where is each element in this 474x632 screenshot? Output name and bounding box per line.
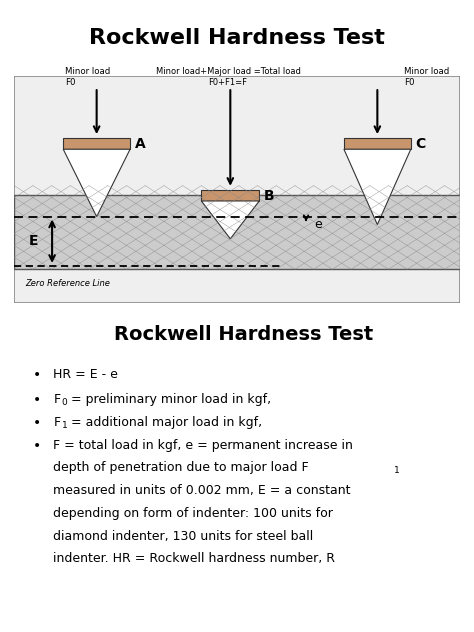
Text: •: • bbox=[33, 368, 41, 382]
Bar bbox=[201, 190, 259, 201]
Bar bbox=[344, 138, 411, 149]
Polygon shape bbox=[201, 201, 259, 239]
Text: depth of penetration due to major load F: depth of penetration due to major load F bbox=[53, 461, 309, 475]
Text: indenter. HR = Rockwell hardness number, R: indenter. HR = Rockwell hardness number,… bbox=[53, 552, 335, 566]
Text: B: B bbox=[264, 188, 274, 203]
Polygon shape bbox=[344, 149, 411, 224]
Text: Rockwell Hardness Test: Rockwell Hardness Test bbox=[115, 325, 374, 344]
Text: Rockwell Hardness Test: Rockwell Hardness Test bbox=[89, 28, 385, 48]
Text: HR = E - e: HR = E - e bbox=[53, 368, 118, 381]
Text: F: F bbox=[53, 416, 60, 429]
Text: diamond indenter, 130 units for steel ball: diamond indenter, 130 units for steel ba… bbox=[53, 530, 314, 543]
Text: F: F bbox=[53, 393, 60, 406]
Text: Minor load
F0: Minor load F0 bbox=[404, 66, 449, 87]
Bar bbox=[14, 195, 460, 269]
Text: •: • bbox=[33, 439, 41, 453]
Text: e: e bbox=[314, 218, 322, 231]
Text: •: • bbox=[33, 416, 41, 430]
Text: 1: 1 bbox=[393, 466, 399, 475]
Text: = preliminary minor load in kgf,: = preliminary minor load in kgf, bbox=[67, 393, 271, 406]
Bar bbox=[63, 138, 130, 149]
Text: = additional major load in kgf,: = additional major load in kgf, bbox=[67, 416, 262, 429]
Text: F = total load in kgf, e = permanent increase in: F = total load in kgf, e = permanent inc… bbox=[53, 439, 353, 452]
Text: measured in units of 0.002 mm, E = a constant: measured in units of 0.002 mm, E = a con… bbox=[53, 484, 351, 497]
Text: Minor load+Major load =Total load
F0+F1=F: Minor load+Major load =Total load F0+F1=… bbox=[155, 66, 301, 87]
Text: A: A bbox=[135, 137, 145, 151]
Text: •: • bbox=[33, 393, 41, 407]
Text: depending on form of indenter: 100 units for: depending on form of indenter: 100 units… bbox=[53, 507, 333, 520]
Polygon shape bbox=[63, 149, 130, 217]
Text: 0: 0 bbox=[62, 398, 67, 407]
Text: Zero Reference Line: Zero Reference Line bbox=[25, 279, 110, 288]
Text: C: C bbox=[415, 137, 426, 151]
Text: Minor load
F0: Minor load F0 bbox=[65, 66, 111, 87]
Text: E: E bbox=[28, 234, 38, 248]
Text: 1: 1 bbox=[62, 421, 67, 430]
